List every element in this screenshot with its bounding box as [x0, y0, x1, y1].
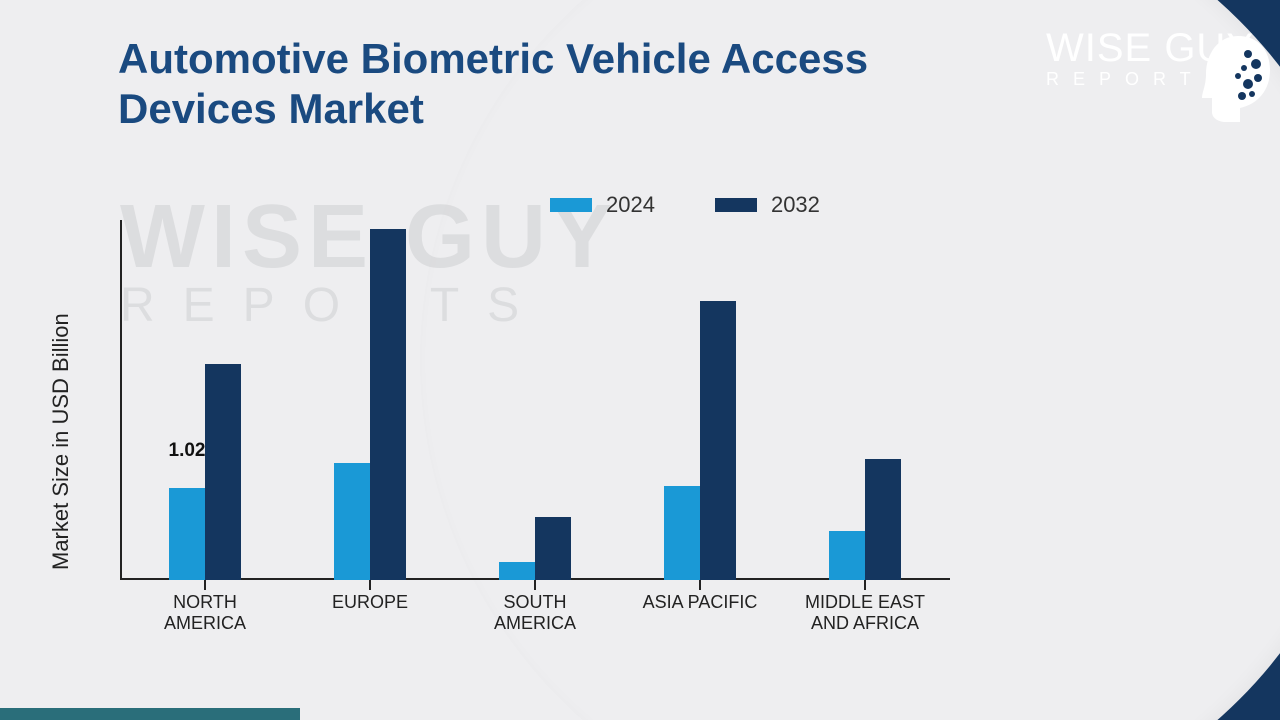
legend: 2024 2032 [550, 192, 820, 218]
legend-item-2024: 2024 [550, 192, 655, 218]
category-label: SOUTH AMERICA [465, 592, 605, 633]
y-axis-label: Market Size in USD Billion [48, 313, 74, 570]
x-tick [369, 580, 371, 590]
y-axis-line [120, 220, 122, 580]
x-tick [534, 580, 536, 590]
bar-2024 [664, 486, 700, 581]
bar-2032 [205, 364, 241, 580]
brand-tagline: REPORTS [1046, 70, 1254, 88]
brand-logo: WISE GUY REPORTS [1046, 28, 1254, 88]
footer-accent-bar [0, 708, 300, 720]
x-tick [204, 580, 206, 590]
legend-item-2032: 2032 [715, 192, 820, 218]
legend-label-2032: 2032 [771, 192, 820, 218]
bar-2032 [535, 517, 571, 580]
bar-2024 [499, 562, 535, 580]
bar-2032 [700, 301, 736, 580]
brand-main: WISE [1046, 26, 1152, 70]
category-label: NORTH AMERICA [135, 592, 275, 633]
bar-2032 [370, 229, 406, 580]
bar-group: EUROPE [334, 229, 406, 580]
bar-group: SOUTH AMERICA [499, 517, 571, 580]
legend-label-2024: 2024 [606, 192, 655, 218]
bar-value-label: 1.02 [169, 440, 206, 462]
x-tick [699, 580, 701, 590]
bar-group: NORTH AMERICA [169, 364, 241, 580]
chart-title: Automotive Biometric Vehicle Access Devi… [118, 34, 878, 133]
bar-group: MIDDLE EAST AND AFRICA [829, 459, 901, 581]
bar-group: ASIA PACIFIC [664, 301, 736, 580]
chart-canvas: WISE GUY REPORTS WISE GUY REPORTS Automo… [0, 0, 1280, 720]
bar-2024 [829, 531, 865, 581]
brand-sub: GUY [1164, 26, 1254, 70]
category-label: EUROPE [300, 592, 440, 613]
legend-swatch-2024 [550, 198, 592, 212]
x-tick [864, 580, 866, 590]
bar-2032 [865, 459, 901, 581]
category-label: MIDDLE EAST AND AFRICA [795, 592, 935, 633]
category-label: ASIA PACIFIC [630, 592, 770, 613]
bar-2024 [334, 463, 370, 580]
legend-swatch-2032 [715, 198, 757, 212]
bar-2024 [169, 488, 205, 580]
plot-area: NORTH AMERICA1.02 EUROPE SOUTH AMERICA ASIA… [120, 220, 950, 580]
